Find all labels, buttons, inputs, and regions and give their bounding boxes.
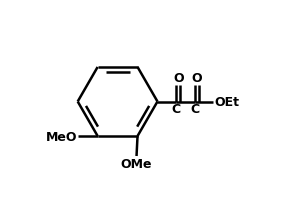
Text: C: C [172, 103, 181, 116]
Text: O: O [192, 71, 202, 84]
Text: OEt: OEt [214, 95, 239, 109]
Text: MeO: MeO [45, 130, 77, 143]
Text: O: O [173, 71, 183, 84]
Text: OMe: OMe [121, 157, 152, 170]
Text: C: C [191, 103, 200, 116]
